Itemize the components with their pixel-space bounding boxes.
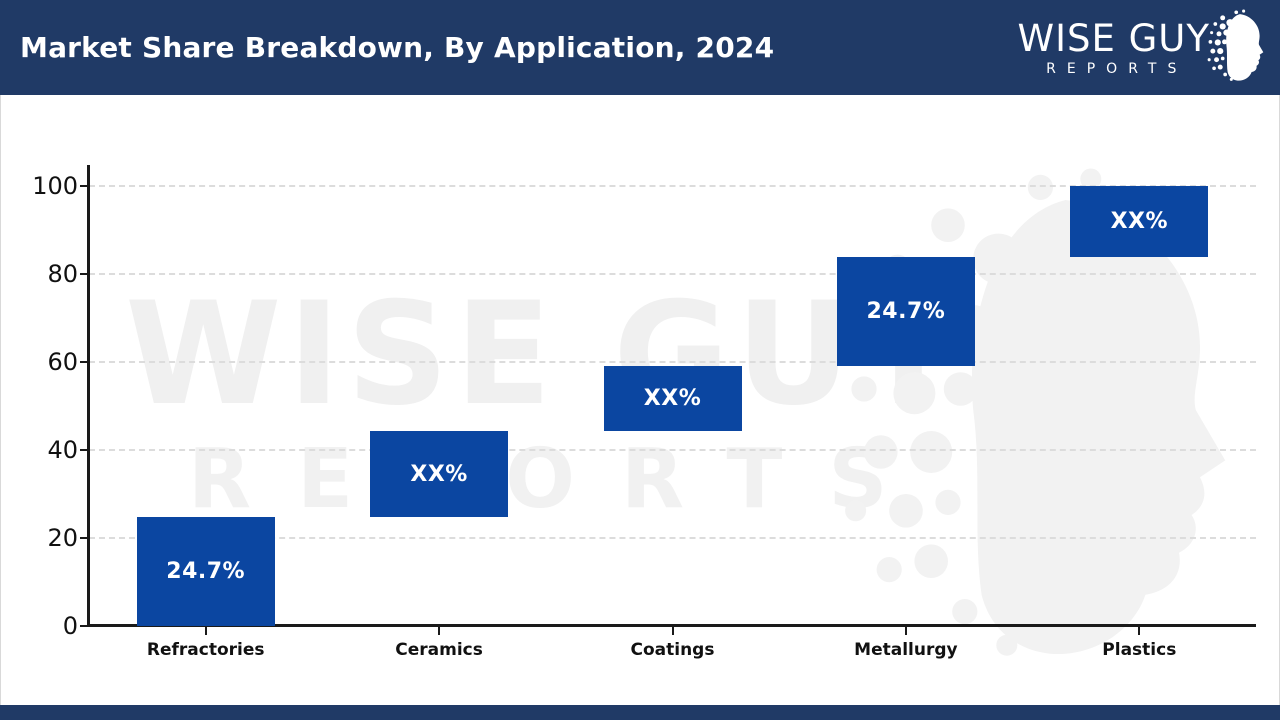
gridline-100 <box>89 185 1256 187</box>
y-tick-label-100: 100 <box>32 172 78 200</box>
footer-bar <box>0 705 1280 720</box>
bar-ceramics: XX% <box>370 431 509 518</box>
x-axis <box>87 624 1256 627</box>
x-category-label-plastics: Plastics <box>1102 640 1177 660</box>
bar-value-label-coatings: XX% <box>643 385 702 411</box>
bar-plastics: XX% <box>1070 186 1209 257</box>
x-tick-mark-refractories <box>204 627 207 635</box>
y-tick-label-0: 0 <box>62 612 78 640</box>
y-tick-label-60: 60 <box>47 348 78 376</box>
x-category-label-metallurgy: Metallurgy <box>854 640 958 660</box>
gridline-80 <box>89 273 1256 275</box>
y-tick-mark-60 <box>80 361 89 363</box>
gridline-40 <box>89 449 1256 451</box>
page-title: Market Share Breakdown, By Application, … <box>20 31 775 64</box>
y-tick-mark-80 <box>80 273 89 275</box>
gridline-60 <box>89 361 1256 363</box>
logo-subtitle: REPORTS <box>1046 60 1188 77</box>
x-category-label-ceramics: Ceramics <box>395 640 483 660</box>
y-tick-label-20: 20 <box>47 524 78 552</box>
logo-wordmark: WISE GUY <box>1017 16 1210 60</box>
header-bar: Market Share Breakdown, By Application, … <box>0 0 1280 95</box>
watermark-subtitle: REPORTS <box>188 432 934 527</box>
x-tick-mark-plastics <box>1138 627 1141 635</box>
bar-value-label-metallurgy: 24.7% <box>866 298 946 324</box>
logo-text: WISE GUY REPORTS <box>1018 20 1210 76</box>
x-tick-mark-metallurgy <box>904 627 907 635</box>
x-category-label-refractories: Refractories <box>146 640 265 660</box>
bar-coatings: XX% <box>603 365 742 432</box>
wiseguy-logo: WISE GUY REPORTS <box>1018 8 1266 88</box>
x-tick-mark-ceramics <box>438 627 441 635</box>
y-tick-label-80: 80 <box>47 260 78 288</box>
y-tick-mark-100 <box>80 185 89 187</box>
watermark-wordmark: WISE GUY <box>125 272 966 437</box>
bar-value-label-refractories: 24.7% <box>166 559 246 585</box>
bar-metallurgy: 24.7% <box>836 256 975 366</box>
gridline-20 <box>89 537 1256 539</box>
y-tick-mark-40 <box>80 449 89 451</box>
bar-value-label-ceramics: XX% <box>410 461 468 487</box>
x-tick-mark-coatings <box>671 627 674 635</box>
face-profile-icon <box>1204 8 1266 88</box>
x-category-label-coatings: Coatings <box>630 640 715 660</box>
bar-refractories: 24.7% <box>136 517 275 626</box>
y-axis <box>87 165 90 627</box>
bar-value-label-plastics: XX% <box>1110 208 1169 234</box>
y-tick-mark-0 <box>80 625 89 627</box>
y-tick-mark-20 <box>80 537 89 539</box>
y-tick-label-40: 40 <box>47 436 78 464</box>
